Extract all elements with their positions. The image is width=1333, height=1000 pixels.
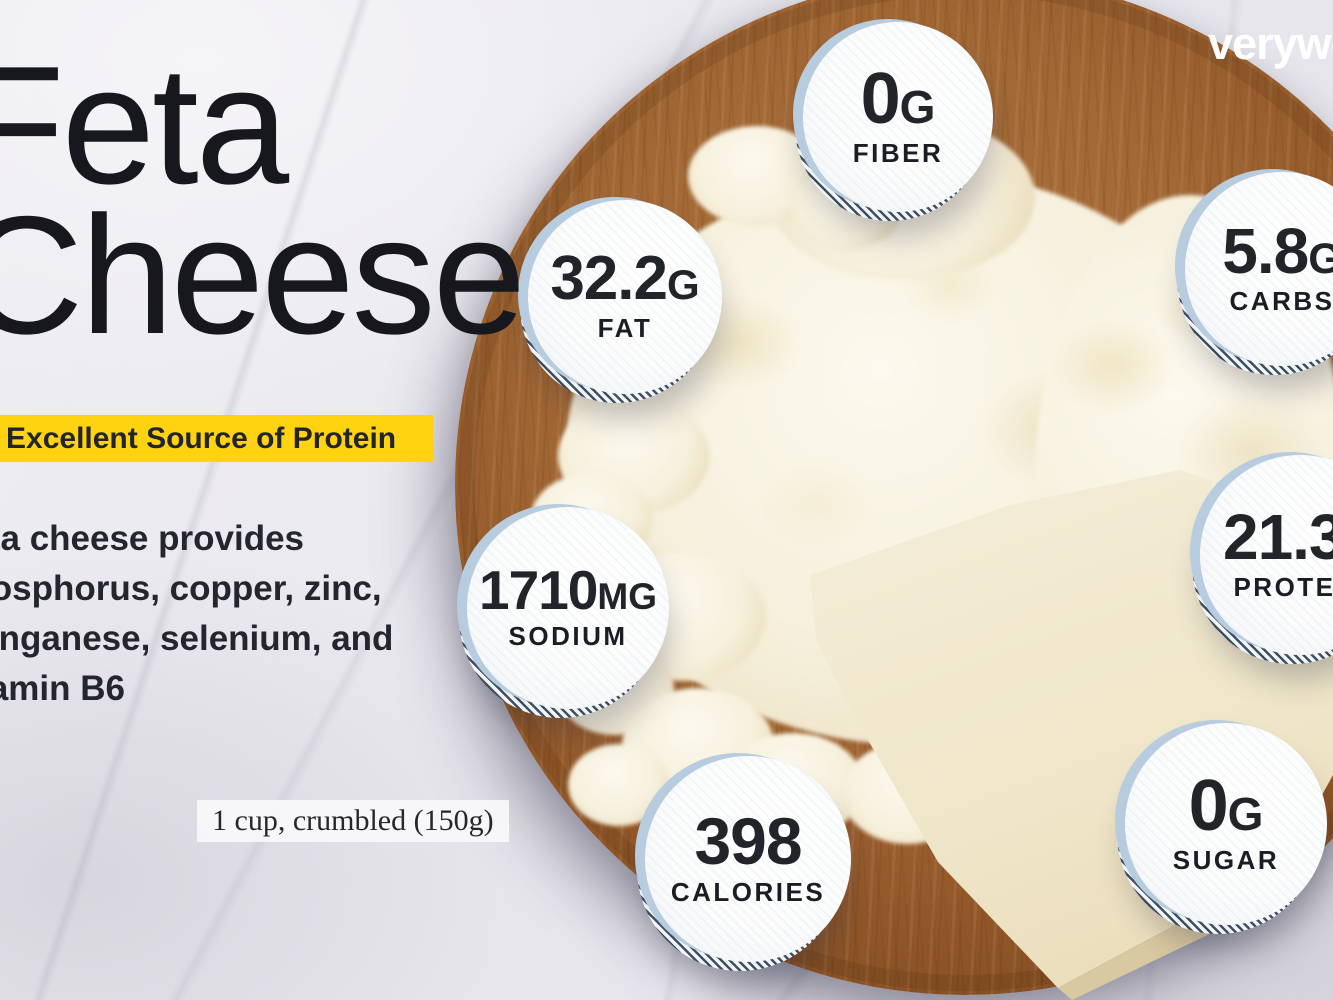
badge-value: 1710MG (479, 563, 657, 618)
description-line: manganese, selenium, and (0, 619, 394, 658)
nutrition-badge: 398 CALORIES (635, 753, 851, 971)
badge-number: 0 (1188, 766, 1229, 847)
badge-value: 0G (861, 63, 936, 135)
serving-size-label: 1 cup, crumbled (150g) (197, 800, 509, 842)
badge-text: 21.3G PROTEIN (1200, 455, 1333, 655)
badge-unit: G (667, 261, 700, 309)
badge-number: 21.3 (1222, 501, 1333, 574)
badge-label: FIBER (852, 137, 944, 168)
badge-value: 5.8G (1222, 219, 1333, 284)
badge-label: FAT (597, 312, 653, 343)
description-line: phosphorus, copper, zinc, (0, 569, 382, 608)
badge-label: SODIUM (508, 620, 628, 651)
badge-value: 21.3G (1223, 505, 1333, 569)
badge-number: 32.2 (550, 244, 668, 314)
badge-text: 0G FIBER (803, 22, 993, 212)
badge-value: 398 (694, 808, 802, 874)
badge-label: SUGAR (1172, 844, 1280, 875)
badge-unit: G (1308, 235, 1333, 284)
badge-text: 5.8G CARBS (1185, 172, 1333, 366)
verywell-logo: verywell (1208, 18, 1333, 69)
badge-circle (1185, 172, 1333, 366)
title-line-2: Cheese (0, 181, 526, 369)
page-title: Feta Cheese (0, 41, 526, 359)
badge-circle (803, 22, 993, 212)
badge-number: 1710 (479, 559, 598, 622)
badge-unit: G (899, 81, 936, 134)
nutrition-badge: 0G FIBER (793, 19, 993, 221)
nutrition-badge: 21.3G PROTEIN (1190, 452, 1333, 664)
badge-text: 0G SUGAR (1125, 723, 1327, 925)
description-text: Feta cheese provides phosphorus, copper,… (0, 514, 393, 714)
highlight-banner: Excellent Source of Protein (0, 415, 433, 462)
badge-unit: MG (597, 576, 657, 618)
badge-text: 32.2G FAT (528, 200, 722, 394)
badge-unit: G (1227, 788, 1264, 841)
description-line: vitamin B6 (0, 669, 125, 708)
nutrition-badge: 32.2G FAT (518, 197, 722, 403)
badge-number: 0 (860, 59, 901, 140)
badge-value: 32.2G (550, 248, 700, 310)
nutrition-badge: 1710MG SODIUM (457, 504, 669, 718)
badge-value: 0G (1189, 770, 1264, 842)
highlight-text: Excellent Source of Protein (6, 421, 397, 455)
title-line-1: Feta (0, 31, 289, 219)
badge-label: PROTEIN (1233, 571, 1333, 602)
nutrition-badge: 0G SUGAR (1115, 720, 1327, 934)
badge-circle (1125, 723, 1327, 925)
description-line: Feta cheese provides (0, 519, 304, 558)
badge-circle (645, 756, 851, 962)
badge-label: CARBS (1229, 285, 1333, 316)
badge-text: 398 CALORIES (645, 756, 851, 962)
badge-label: CALORIES (670, 876, 826, 907)
badge-circle (528, 200, 722, 394)
nutrition-badge: 5.8G CARBS (1175, 169, 1333, 375)
badge-number: 398 (694, 804, 802, 879)
badge-text: 1710MG SODIUM (467, 507, 669, 709)
badge-circle (467, 507, 669, 709)
badge-number: 5.8 (1222, 215, 1309, 288)
